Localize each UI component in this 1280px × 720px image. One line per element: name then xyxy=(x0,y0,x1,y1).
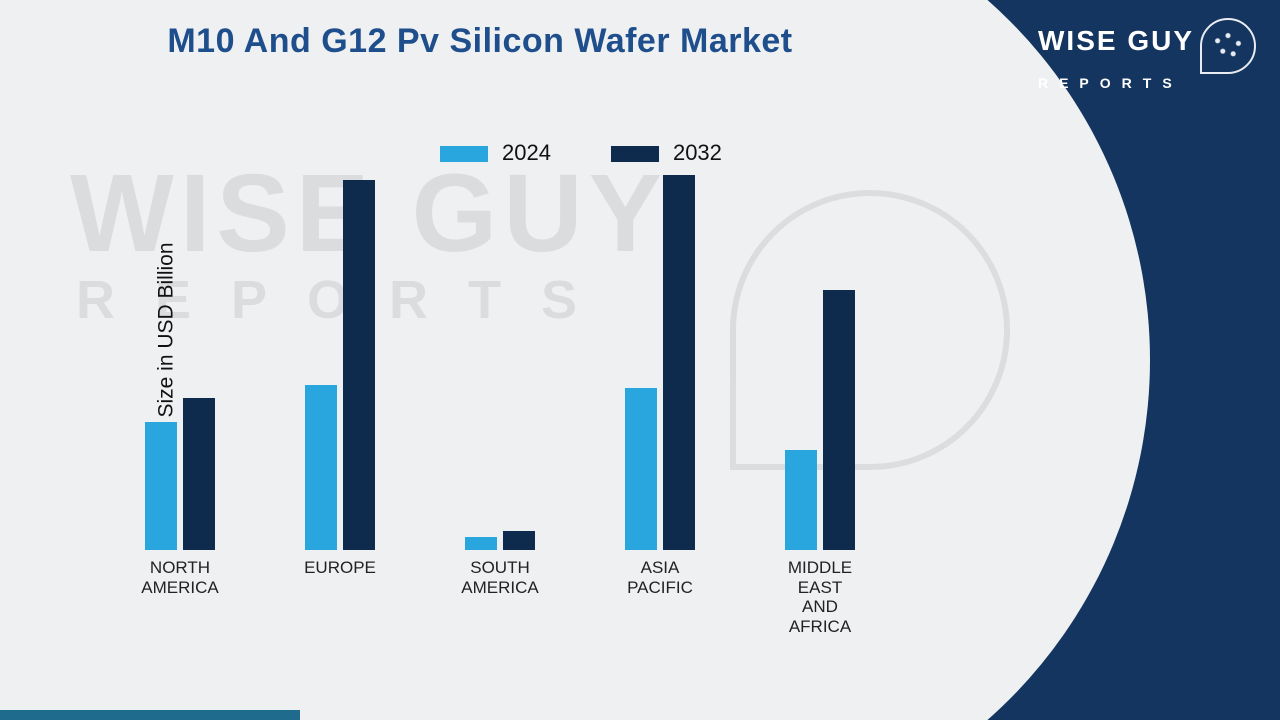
brand-line1: WISE GUY xyxy=(1038,25,1194,56)
brand-logo: WISE GUY REPORTS xyxy=(1038,18,1256,90)
canvas: WISE GUY REPORTS WISE GUY REPORTS M10 An… xyxy=(0,0,1280,720)
brand-line2: REPORTS xyxy=(1038,76,1256,90)
annotations xyxy=(120,150,970,550)
page-title: M10 And G12 Pv Silicon Wafer Market xyxy=(0,22,960,61)
accent-bar xyxy=(0,710,300,720)
brand-head-icon xyxy=(1200,18,1256,74)
category-label: ASIAPACIFIC xyxy=(590,558,730,597)
category-label: MIDDLEEASTANDAFRICA xyxy=(750,558,890,636)
category-label: EUROPE xyxy=(270,558,410,578)
chart: Market Size in USD Billion NORTHAMERICA … xyxy=(100,150,970,580)
category-label: NORTHAMERICA xyxy=(110,558,250,597)
category-label: SOUTHAMERICA xyxy=(430,558,570,597)
